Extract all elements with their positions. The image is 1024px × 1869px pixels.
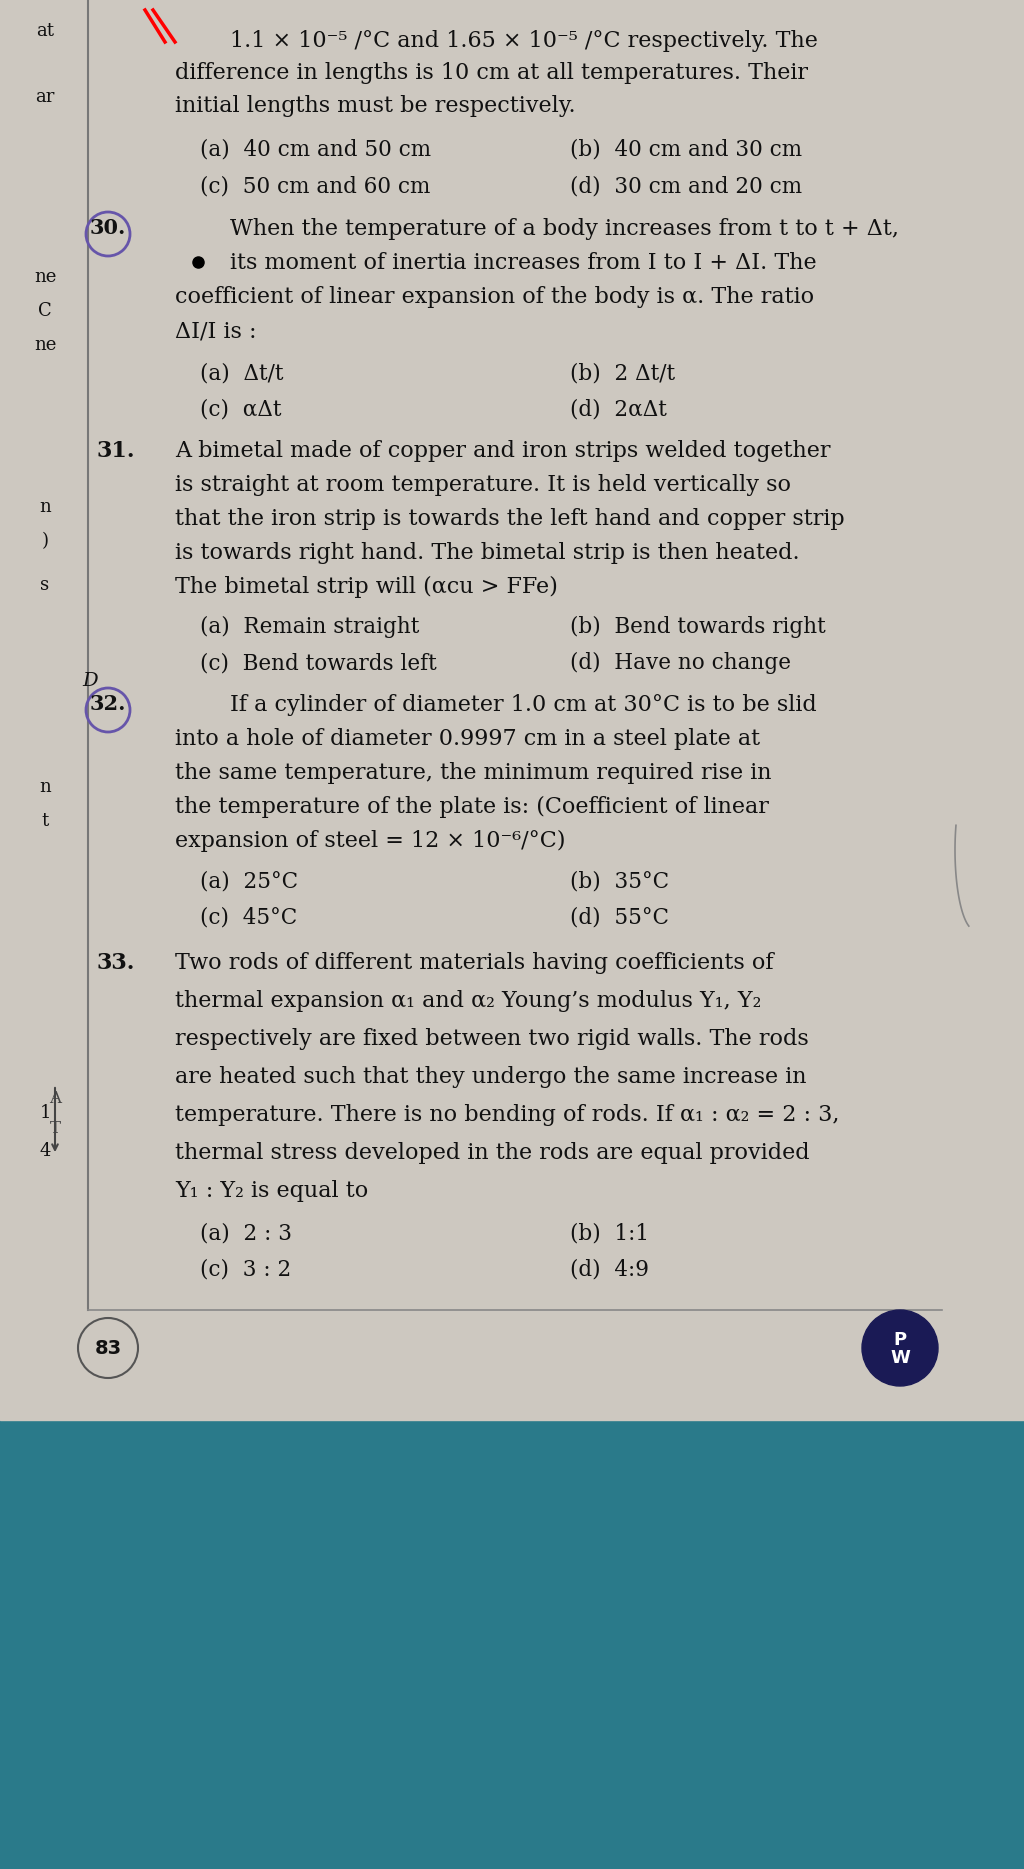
Text: (d)  55°C: (d) 55°C (570, 906, 669, 929)
Text: t: t (41, 811, 48, 830)
Text: 31.: 31. (96, 439, 134, 462)
Text: (b)  40 cm and 30 cm: (b) 40 cm and 30 cm (570, 138, 802, 161)
Text: ne: ne (34, 267, 56, 286)
Text: ): ) (42, 533, 48, 549)
Text: 33.: 33. (96, 951, 134, 974)
Text: D: D (82, 673, 98, 690)
Text: (c)  Bend towards left: (c) Bend towards left (200, 652, 437, 675)
Text: C: C (38, 303, 52, 320)
Text: A: A (49, 1090, 61, 1106)
Text: ne: ne (34, 336, 56, 353)
Text: (c)  45°C: (c) 45°C (200, 906, 297, 929)
Text: expansion of steel = 12 × 10⁻⁶/°C): expansion of steel = 12 × 10⁻⁶/°C) (175, 830, 565, 852)
Text: (c)  3 : 2: (c) 3 : 2 (200, 1258, 291, 1280)
Text: n: n (39, 778, 51, 796)
Text: difference in lengths is 10 cm at all temperatures. Their: difference in lengths is 10 cm at all te… (175, 62, 808, 84)
Text: When the temperature of a body increases from t to t + Δt,: When the temperature of a body increases… (230, 219, 899, 239)
Text: initial lengths must be respectively.: initial lengths must be respectively. (175, 95, 575, 118)
Text: (b)  Bend towards right: (b) Bend towards right (570, 617, 825, 637)
Text: thermal expansion α₁ and α₂ Young’s modulus Y₁, Y₂: thermal expansion α₁ and α₂ Young’s modu… (175, 991, 762, 1011)
Text: (c)  αΔt: (c) αΔt (200, 398, 282, 421)
Text: (a)  Remain straight: (a) Remain straight (200, 617, 420, 637)
Text: ΔI/I is :: ΔI/I is : (175, 320, 256, 342)
Text: is towards right hand. The bimetal strip is then heated.: is towards right hand. The bimetal strip… (175, 542, 800, 564)
Bar (0, 1420, 1024, 1869)
Text: ar: ar (35, 88, 54, 107)
Text: temperature. There is no bending of rods. If α₁ : α₂ = 2 : 3,: temperature. There is no bending of rods… (175, 1105, 840, 1125)
Text: respectively are fixed between two rigid walls. The rods: respectively are fixed between two rigid… (175, 1028, 809, 1050)
Text: (a)  Δt/t: (a) Δt/t (200, 363, 284, 383)
Bar (0, 0, 1024, 1420)
Text: 83: 83 (94, 1338, 122, 1357)
Text: (a)  40 cm and 50 cm: (a) 40 cm and 50 cm (200, 138, 431, 161)
Text: its moment of inertia increases from I to I + ΔI. The: its moment of inertia increases from I t… (230, 252, 816, 275)
Text: thermal stress developed in the rods are equal provided: thermal stress developed in the rods are… (175, 1142, 810, 1164)
Text: (b)  35°C: (b) 35°C (570, 869, 669, 892)
Text: is straight at room temperature. It is held vertically so: is straight at room temperature. It is h… (175, 475, 791, 495)
Text: A bimetal made of copper and iron strips welded together: A bimetal made of copper and iron strips… (175, 439, 830, 462)
Text: Two rods of different materials having coefficients of: Two rods of different materials having c… (175, 951, 773, 974)
Text: Y₁ : Y₂ is equal to: Y₁ : Y₂ is equal to (175, 1179, 369, 1202)
Text: P: P (893, 1331, 906, 1349)
Text: (b)  2 Δt/t: (b) 2 Δt/t (570, 363, 675, 383)
Text: (d)  30 cm and 20 cm: (d) 30 cm and 20 cm (570, 176, 802, 196)
Text: (d)  2αΔt: (d) 2αΔt (570, 398, 667, 421)
Text: (d)  Have no change: (d) Have no change (570, 652, 791, 675)
Text: the same temperature, the minimum required rise in: the same temperature, the minimum requir… (175, 763, 771, 783)
Text: that the iron strip is towards the left hand and copper strip: that the iron strip is towards the left … (175, 508, 845, 531)
Text: The bimetal strip will (αcu > FFe): The bimetal strip will (αcu > FFe) (175, 576, 558, 598)
Text: n: n (39, 497, 51, 516)
Text: 1.1 × 10⁻⁵ /°C and 1.65 × 10⁻⁵ /°C respectively. The: 1.1 × 10⁻⁵ /°C and 1.65 × 10⁻⁵ /°C respe… (230, 30, 818, 52)
Circle shape (862, 1310, 938, 1387)
Text: are heated such that they undergo the same increase in: are heated such that they undergo the sa… (175, 1065, 807, 1088)
Text: (b)  1:1: (b) 1:1 (570, 1222, 649, 1245)
Text: coefficient of linear expansion of the body is α. The ratio: coefficient of linear expansion of the b… (175, 286, 814, 308)
Text: at: at (36, 22, 54, 39)
Text: (a)  2 : 3: (a) 2 : 3 (200, 1222, 292, 1245)
Text: 32.: 32. (90, 693, 126, 714)
Text: 1: 1 (39, 1105, 51, 1121)
Text: s: s (40, 576, 49, 594)
Text: (c)  50 cm and 60 cm: (c) 50 cm and 60 cm (200, 176, 430, 196)
Text: (d)  4:9: (d) 4:9 (570, 1258, 649, 1280)
Text: 4: 4 (39, 1142, 50, 1161)
Text: 30.: 30. (90, 219, 126, 237)
Text: (a)  25°C: (a) 25°C (200, 869, 298, 892)
Text: T: T (49, 1120, 60, 1136)
Text: the temperature of the plate is: (Coefficient of linear: the temperature of the plate is: (Coeffi… (175, 796, 769, 819)
Text: into a hole of diameter 0.9997 cm in a steel plate at: into a hole of diameter 0.9997 cm in a s… (175, 729, 760, 749)
Text: If a cylinder of diameter 1.0 cm at 30°C is to be slid: If a cylinder of diameter 1.0 cm at 30°C… (230, 693, 817, 716)
Text: W: W (890, 1349, 910, 1366)
